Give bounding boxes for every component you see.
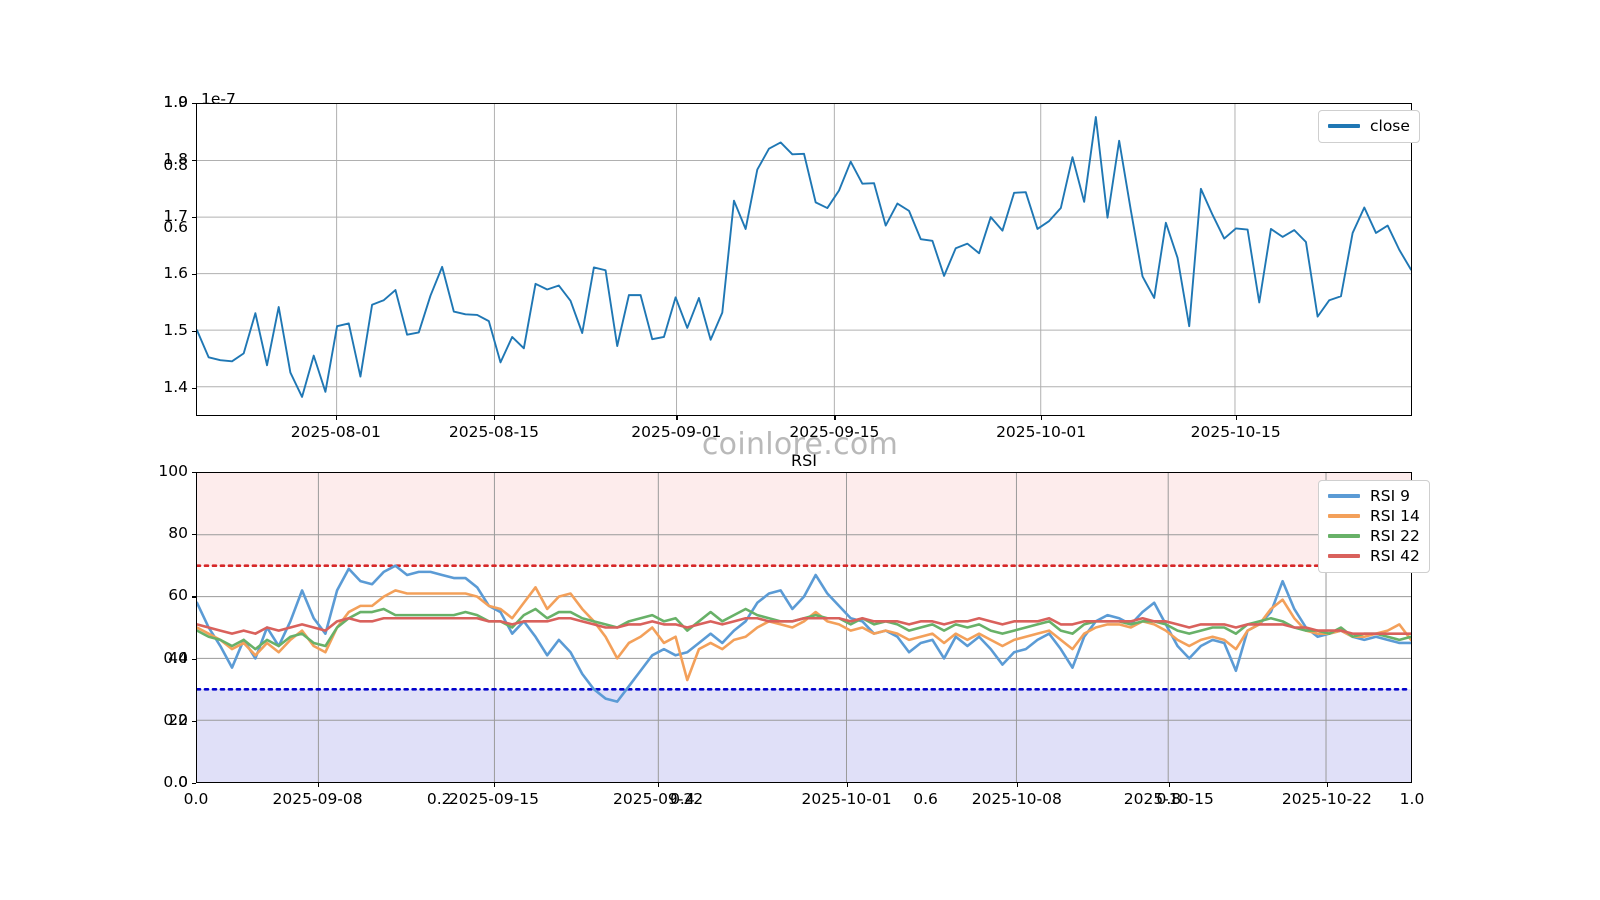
- rsi-x-tick-label: 2025-09-08: [272, 790, 363, 808]
- rsi-x-unit-tick-label: 0.8: [1156, 790, 1182, 808]
- price-y-tick-mark: [192, 273, 196, 275]
- price-y-tick-mark: [192, 387, 196, 389]
- rsi-panel-title: RSI: [791, 451, 817, 470]
- price-y-tick-mark: [192, 330, 196, 332]
- rsi-legend[interactable]: RSI 9 RSI 14 RSI 22 RSI 42: [1318, 480, 1430, 573]
- rsi-x-tick-label: 2025-10-15: [1123, 790, 1214, 808]
- rsi-x-tick-label: 2025-09-22: [613, 790, 704, 808]
- price-x-tick-mark: [1235, 416, 1237, 420]
- legend-item-rsi[interactable]: RSI 9: [1328, 486, 1420, 506]
- price-x-tick-label: 2025-08-01: [290, 423, 381, 441]
- price-y-tick-label: 1.7: [163, 206, 188, 225]
- legend-item-close[interactable]: close: [1328, 116, 1410, 136]
- legend-swatch-rsi: [1328, 494, 1360, 498]
- legend-swatch-rsi: [1328, 534, 1360, 538]
- rsi-x-tick-mark: [846, 783, 848, 787]
- price-x-tick-label: 2025-09-01: [631, 423, 722, 441]
- rsi-x-unit-tick-label: 0.6: [913, 790, 938, 808]
- price-x-tick-mark: [676, 416, 678, 420]
- price-plot-area: [196, 103, 1412, 416]
- rsi-y-unit-tick-label: 0.0: [163, 773, 188, 791]
- price-y-tick-label: 1.5: [163, 320, 188, 339]
- rsi-line-plot: [197, 473, 1411, 782]
- legend-label-rsi: RSI 22: [1370, 527, 1420, 545]
- rsi-y-unit-tick-label: 0.4: [163, 648, 188, 667]
- rsi-plot-area: [196, 472, 1412, 783]
- legend-swatch-close: [1328, 124, 1360, 128]
- price-y-tick-mark: [192, 103, 196, 105]
- rsi-y-tick-mark: [192, 658, 196, 660]
- rsi-y-tick-label: 60: [168, 586, 188, 605]
- legend-label-rsi: RSI 9: [1370, 487, 1410, 505]
- watermark: coinlore.com: [701, 427, 899, 462]
- rsi-x-tick-label: 2025-10-22: [1281, 790, 1372, 808]
- price-x-tick-label: 2025-10-15: [1190, 423, 1281, 441]
- legend-swatch-rsi: [1328, 554, 1360, 558]
- rsi-y-tick-label: 40: [168, 648, 188, 667]
- price-y-unit-tick-label: 0.6: [163, 218, 188, 237]
- price-y-unit-tick-label: 1.0: [163, 93, 188, 111]
- rsi-x-unit-tick-label: 0.2: [426, 790, 452, 808]
- legend-item-rsi[interactable]: RSI 14: [1328, 506, 1420, 526]
- price-x-tick-mark: [335, 416, 338, 420]
- price-y-tick-mark: [192, 159, 196, 162]
- rsi-x-tick-mark: [1016, 783, 1018, 787]
- rsi-y-tick-mark: [192, 596, 196, 598]
- price-line-plot: [197, 104, 1411, 415]
- legend-label-rsi: RSI 14: [1370, 507, 1420, 525]
- rsi-x-tick-mark: [317, 783, 319, 787]
- rsi-x-tick-mark: [1326, 783, 1329, 787]
- price-legend[interactable]: close: [1318, 110, 1420, 143]
- rsi-y-tick-label: 100: [158, 462, 188, 480]
- rsi-y-tick-mark: [192, 472, 196, 474]
- price-y-tick-label: 1.8: [163, 149, 188, 168]
- rsi-y-tick-mark: [192, 720, 196, 722]
- price-x-tick-mark: [1041, 416, 1043, 420]
- rsi-y-tick-mark: [192, 783, 196, 785]
- rsi-x-tick-mark: [1168, 783, 1170, 787]
- price-x-tick-mark: [493, 416, 496, 420]
- price-x-tick-label: 2025-09-15: [789, 423, 880, 441]
- rsi-x-tick-mark: [493, 783, 496, 787]
- price-x-tick-mark: [834, 416, 836, 420]
- rsi-y-tick-mark: [192, 534, 196, 536]
- rsi-x-tick-label: 2025-10-01: [801, 790, 892, 808]
- rsi-x-unit-tick-label: 0.4: [670, 790, 695, 808]
- rsi-x-unit-tick-label: 1.0: [1399, 790, 1425, 808]
- legend-swatch-rsi: [1328, 514, 1360, 518]
- legend-item-rsi[interactable]: RSI 42: [1328, 546, 1420, 566]
- rsi-x-tick-label: 2025-10-08: [971, 790, 1062, 808]
- rsi-x-tick-label: 2025-09-15: [448, 790, 539, 808]
- rsi-x-tick-mark: [658, 783, 660, 787]
- price-y-tick-label: 1.6: [163, 263, 188, 282]
- legend-item-rsi[interactable]: RSI 22: [1328, 526, 1420, 546]
- rsi-y-tick-label: 0: [178, 773, 188, 791]
- legend-label-rsi: RSI 42: [1370, 547, 1420, 565]
- rsi-y-tick-label: 80: [168, 524, 188, 543]
- price-y-tick-label: 1.4: [163, 377, 188, 396]
- rsi-y-unit-tick-label: 0.2: [163, 710, 188, 729]
- price-x-tick-label: 2025-10-01: [996, 423, 1087, 441]
- rsi-y-tick-label: 20: [168, 710, 188, 729]
- price-x-tick-label: 2025-08-15: [448, 423, 539, 441]
- rsi-x-unit-tick-label: 0.0: [183, 790, 209, 808]
- price-y-tick-label: 1.9: [163, 93, 188, 111]
- legend-label-close: close: [1370, 117, 1410, 135]
- price-y-unit-tick-label: 0.8: [163, 155, 188, 174]
- price-y-tick-mark: [192, 216, 196, 218]
